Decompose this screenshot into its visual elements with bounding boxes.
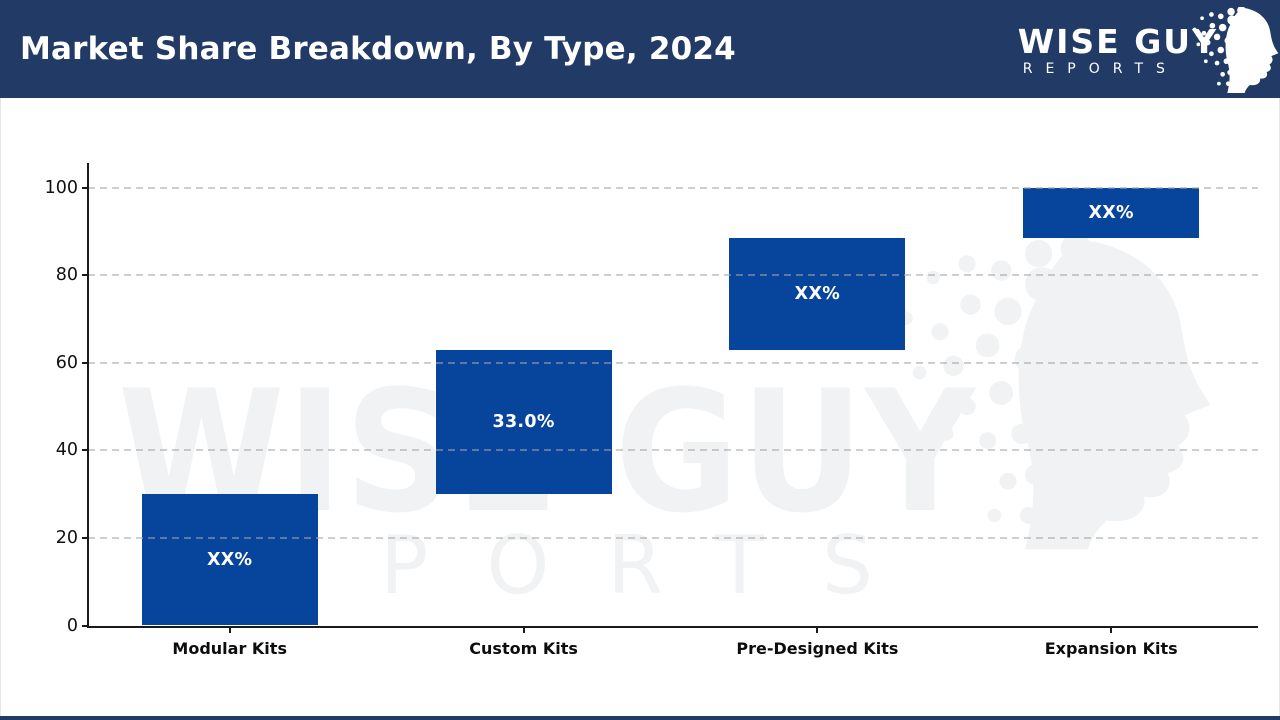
x-tick-mark (522, 627, 525, 633)
x-tick-mark (1110, 627, 1113, 633)
bar-value-label: XX% (1088, 202, 1134, 223)
y-tick-label: 0 (66, 615, 78, 636)
logo-text: WISE GUY REPORTS (1018, 25, 1218, 76)
grid-line (88, 536, 1258, 539)
y-tick-label: 20 (55, 527, 78, 548)
x-axis-spine (86, 625, 1258, 628)
grid-line (88, 361, 1258, 364)
footer-bar (0, 716, 1280, 720)
y-tick-mark (82, 186, 87, 189)
grid-line (88, 186, 1258, 189)
bar-value-label: XX% (794, 283, 841, 304)
page-title: Market Share Breakdown, By Type, 2024 (20, 31, 736, 67)
brand-logo: WISE GUY REPORTS (1018, 4, 1280, 96)
y-tick-mark (82, 449, 87, 452)
x-tick-mark (816, 627, 819, 633)
grid-line (88, 274, 1258, 277)
y-tick-label: 40 (55, 440, 78, 461)
bar-value-label: 33.0% (492, 411, 555, 432)
y-tick-mark (82, 536, 87, 539)
y-tick-mark (82, 274, 87, 277)
header: Market Share Breakdown, By Type, 2024 WI… (0, 0, 1280, 98)
x-category-label: Modular Kits (172, 639, 287, 658)
bar-expansion-kits: XX% (1023, 187, 1200, 238)
x-category-label: Pre-Designed Kits (736, 639, 899, 658)
y-tick-mark (82, 361, 87, 364)
bar-custom-kits: 33.0% (435, 349, 612, 495)
y-axis-spine (86, 163, 89, 628)
bar-value-label: XX% (206, 549, 253, 570)
x-category-label: Custom Kits (469, 639, 578, 658)
x-category-label: Expansion Kits (1044, 639, 1178, 658)
logo-wiseguy-text: WISE GUY (1017, 21, 1218, 61)
y-tick-mark (82, 624, 87, 627)
bar-pre-designed-kits: XX% (729, 237, 906, 350)
logo-reports-text: REPORTS (1022, 60, 1178, 77)
logo-head-icon (1192, 7, 1279, 93)
x-tick-mark (228, 627, 231, 633)
bar-modular-kits: XX% (141, 494, 318, 626)
y-tick-label: 80 (55, 265, 78, 286)
y-tick-label: 60 (55, 352, 78, 373)
left-border (0, 98, 1, 716)
watermark-head-icon (899, 233, 1211, 550)
grid-line (88, 449, 1258, 452)
y-tick-label: 100 (44, 177, 78, 198)
